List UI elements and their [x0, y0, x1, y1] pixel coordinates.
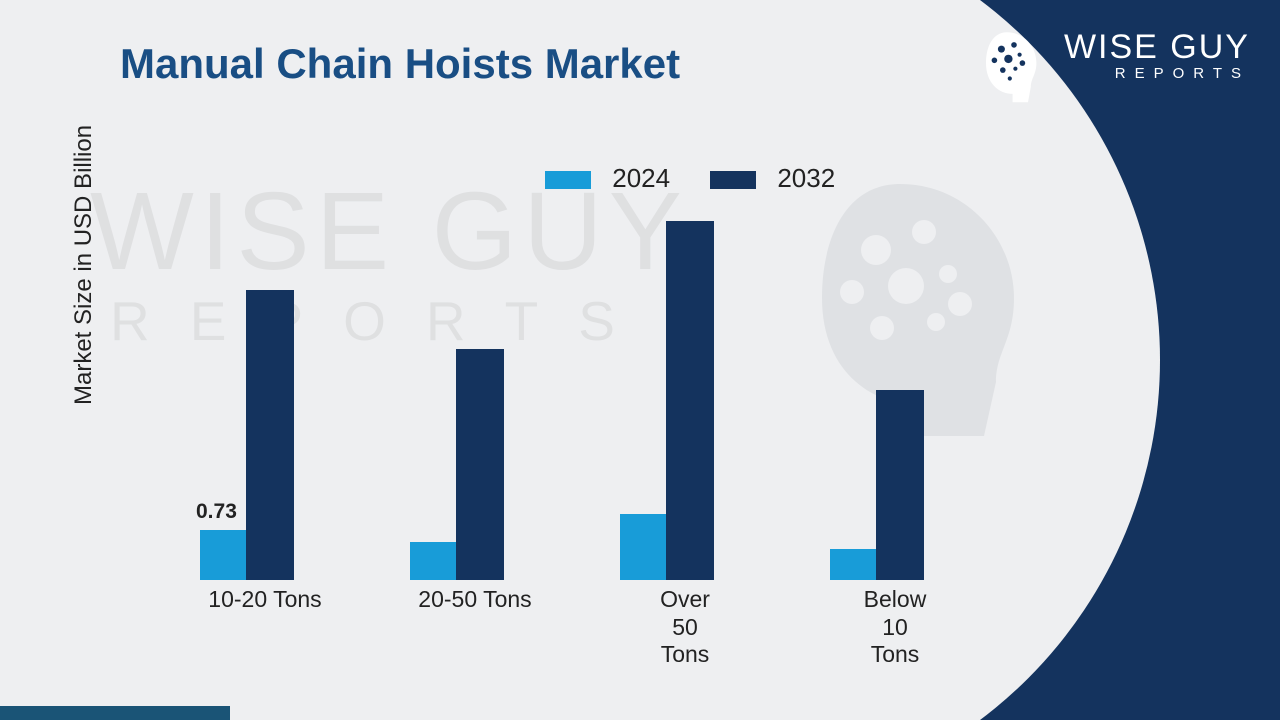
infographic-canvas: WISE GUY REPORTS Manual Chain Hoists Mar… — [0, 0, 1280, 720]
x-axis-label: 20-50 Tons — [395, 580, 555, 614]
bar-group: 10-20 Tons — [200, 290, 330, 580]
bar-2024 — [200, 530, 248, 580]
brand-logo-text: WISE GUY REPORTS — [1064, 28, 1250, 82]
bar-2024 — [410, 542, 458, 580]
bar-group: Over50Tons — [620, 221, 750, 580]
brand-line1: WISE GUY — [1064, 28, 1250, 67]
brand-line2: REPORTS — [1064, 65, 1250, 82]
bar-2024 — [830, 549, 878, 580]
x-axis-label: Below10Tons — [815, 580, 975, 669]
brand-head-icon — [972, 28, 1042, 108]
chart-area: Market Size in USD Billion 10-20 Tons20-… — [80, 170, 960, 640]
bar-group: Below10Tons — [830, 390, 960, 580]
bottom-accent-bar — [0, 706, 230, 720]
bar-2024 — [620, 514, 668, 580]
bar-2032 — [666, 221, 714, 580]
bar-2032 — [246, 290, 294, 580]
x-axis-label: Over50Tons — [605, 580, 765, 669]
plot-area: 10-20 Tons20-50 TonsOver50TonsBelow10Ton… — [130, 200, 950, 580]
y-axis-label: Market Size in USD Billion — [70, 125, 98, 405]
bar-group: 20-50 Tons — [410, 349, 540, 580]
bar-2032 — [456, 349, 504, 580]
x-axis-label: 10-20 Tons — [185, 580, 345, 614]
bar-2032 — [876, 390, 924, 580]
chart-title: Manual Chain Hoists Market — [120, 40, 680, 88]
data-label: 0.73 — [196, 500, 237, 524]
